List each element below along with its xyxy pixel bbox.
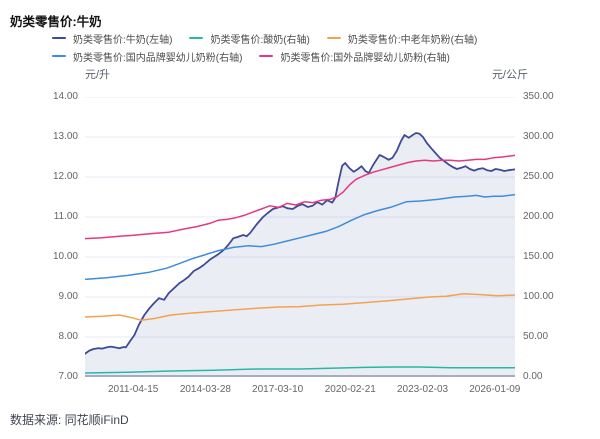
legend-item-domestic-infant-formula[interactable]: 奶类零售价:国内品牌婴幼儿奶粉(右轴) bbox=[52, 49, 242, 64]
left-axis-tick: 12.00 bbox=[52, 171, 78, 182]
left-axis-unit: 元/升 bbox=[85, 69, 111, 81]
legend-label: 奶类零售价:中老年奶粉(右轴) bbox=[347, 34, 478, 46]
right-axis-tick: 350.00 bbox=[523, 91, 554, 102]
left-axis-tick: 7.00 bbox=[58, 371, 78, 382]
left-axis-tick: 9.00 bbox=[58, 291, 78, 302]
chart-canvas[interactable] bbox=[84, 96, 516, 377]
x-axis-tick: 2023-02-03 bbox=[396, 384, 449, 395]
series-line-domestic-infant-formula bbox=[84, 193, 516, 281]
data-source: 数据来源: 同花顺iFinD bbox=[10, 413, 129, 427]
x-axis-tick: 2017-03-10 bbox=[252, 384, 304, 395]
legend-swatch-domestic-infant-formula bbox=[52, 54, 66, 58]
chart-title: 奶类零售价:牛奶 bbox=[10, 15, 102, 29]
legend-item-yogurt[interactable]: 奶类零售价:酸奶(右轴) bbox=[189, 31, 310, 46]
right-axis-tick: 200.00 bbox=[523, 211, 554, 222]
right-axis-tick: 100.00 bbox=[523, 291, 554, 302]
right-axis-tick: 300.00 bbox=[523, 131, 554, 142]
chart-plot-area[interactable] bbox=[84, 96, 516, 377]
series-line-yogurt bbox=[84, 366, 516, 374]
legend-label: 奶类零售价:牛奶(左轴) bbox=[73, 34, 173, 46]
legend-row-1: 奶类零售价:牛奶(左轴) 奶类零售价:酸奶(右轴) 奶类零售价:中老年奶粉(右轴) bbox=[52, 31, 478, 46]
legend-item-middle-aged-milk-powder[interactable]: 奶类零售价:中老年奶粉(右轴) bbox=[326, 31, 478, 46]
legend-swatch-yogurt bbox=[189, 36, 204, 40]
series-line-foreign-infant-formula bbox=[84, 154, 516, 240]
legend-label: 奶类零售价:国内品牌婴幼儿奶粉(右轴) bbox=[73, 52, 243, 64]
x-axis-tick: 2014-03-28 bbox=[179, 384, 231, 395]
legend-row-2: 奶类零售价:国内品牌婴幼儿奶粉(右轴) 奶类零售价:国外品牌婴幼儿奶粉(右轴) bbox=[52, 49, 450, 64]
left-axis-tick: 14.00 bbox=[52, 91, 78, 102]
legend-item-milk[interactable]: 奶类零售价:牛奶(左轴) bbox=[52, 31, 172, 46]
x-axis-tick: 2020-02-21 bbox=[324, 384, 376, 395]
right-axis-tick: 0.00 bbox=[523, 371, 543, 382]
left-axis-tick: 10.00 bbox=[52, 251, 78, 262]
legend-swatch-foreign-infant-formula bbox=[259, 54, 274, 58]
left-axis-tick: 8.00 bbox=[58, 331, 78, 342]
right-axis-tick: 50.00 bbox=[523, 331, 549, 342]
legend-item-foreign-infant-formula[interactable]: 奶类零售价:国外品牌婴幼儿奶粉(右轴) bbox=[259, 49, 450, 64]
right-axis-unit: 元/公斤 bbox=[491, 69, 528, 81]
legend-swatch-middle-aged-milk-powder bbox=[326, 36, 341, 40]
left-axis-tick: 13.00 bbox=[52, 131, 78, 142]
left-axis-tick: 11.00 bbox=[53, 211, 78, 222]
legend-label: 奶类零售价:国外品牌婴幼儿奶粉(右轴) bbox=[280, 52, 450, 64]
legend-swatch-milk bbox=[52, 36, 66, 40]
series-area-milk bbox=[85, 133, 515, 377]
right-axis-tick: 250.00 bbox=[523, 171, 554, 182]
legend-label: 奶类零售价:酸奶(右轴) bbox=[210, 34, 310, 46]
series-line-middle-aged-milk-powder bbox=[84, 293, 516, 321]
x-axis-tick: 2026-01-09 bbox=[469, 384, 521, 395]
right-axis-tick: 150.00 bbox=[523, 251, 554, 262]
x-axis-tick: 2011-04-15 bbox=[107, 384, 159, 395]
